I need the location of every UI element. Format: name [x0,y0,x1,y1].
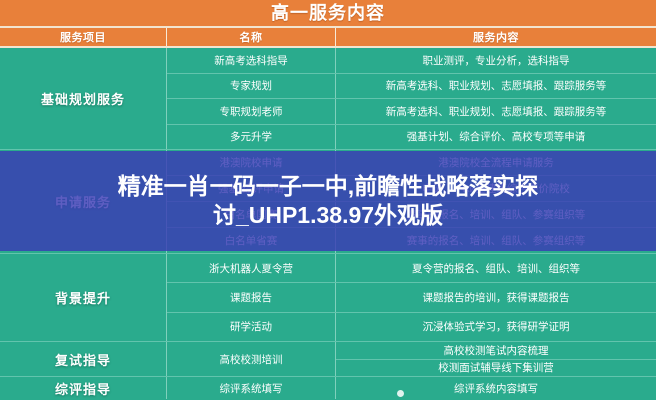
table-row: 港澳院校申请 港澳院校全流程申请服务 [167,150,656,176]
group-label: 申请服务 [0,150,167,253]
table-group-application-service: 申请服务 港澳院校申请 港澳院校全流程申请服务 强基/综评申请 申请、ички基… [0,150,656,254]
group-label: 综评指导 [0,377,167,399]
title-divider [0,26,656,28]
table-header-row: 服务项目 名称 服务内容 [0,28,656,46]
group-label: 基础规划服务 [0,48,167,149]
title-banner: 高一服务内容 [0,0,656,26]
row-name: 强基/综评申请 [167,176,336,201]
table-row: 专职规划老师 新高考选科、职业规划、志愿填报、跟踪服务等 [167,99,656,125]
row-name: 专职规划老师 [167,99,336,124]
column-header-name: 名称 [167,28,336,46]
decorative-dot [397,390,404,397]
group-label: 背景提升 [0,254,167,341]
row-name: 多元升学 [167,124,336,149]
table-group-comprehensive-review-guidance: 综评指导 综评系统填写 综评系统内容填写 [0,377,656,399]
row-desc: 综评系统内容填写 [454,382,538,395]
row-desc: 沉浸体验式学习，获得研学证明 [422,321,570,334]
row-desc: 赛事的报名、培训、组队、参赛组织等 [406,209,586,221]
row-desc: 课题报告的培训，获得课题报告 [422,291,570,304]
page-title: 高一服务内容 [271,3,385,23]
row-desc: 校测面试辅导线下集训营 [438,362,554,375]
group-rows: 新高考选科指导 职业测评，专业分析，选科指导 专家规划 新高考选科、职业规划、志… [167,48,656,149]
column-header-service-item: 服务项目 [0,28,167,46]
table-group-background-enhancement: 背景提升 浙大机器人夏令营 夏令营的报名、组队、培训、组织等 课题报告 课题报告… [0,254,656,342]
table-row: 课题报告 课题报告的培训，获得课题报告 [167,283,656,313]
table-row: 研学活动 沉浸体验式学习，获得研学证明 [167,312,656,341]
row-desc: 新高考选科、职业规划、志愿填报、跟踪服务等 [385,105,607,118]
table-group-basic-planning: 基础规划服务 新高考选科指导 职业测评，专业分析，选科指导 专家规划 新高考选科… [0,48,656,150]
table-group-retest-guidance: 复试指导 高校校测培训 高校校测笔试内容梳理 校测面试辅导线下集训营 [0,342,656,377]
row-name: 白名单省赛 [167,228,336,253]
row-name: 港澳院校申请 [167,150,336,175]
table-row: 综评系统填写 综评系统内容填写 [167,377,656,399]
row-name: 课题报告 [167,283,336,312]
row-desc: 高校校测笔试内容梳理 [336,342,656,360]
table-row: 浙大机器人夏令营 夏令营的报名、组队、培训、组织等 [167,254,656,284]
row-name: 综评系统填写 [167,377,336,399]
row-desc: 港澳院校全流程申请服务 [438,157,554,169]
table-body: 基础规划服务 新高考选科指导 职业测评，专业分析，选科指导 专家规划 新高考选科… [0,48,656,400]
row-desc: 新高考选科、职业规划、志愿填报、跟踪服务等 [385,80,607,93]
row-desc-group: 高校校测笔试内容梳理 校测面试辅导线下集训营 [336,342,656,376]
group-rows: 港澳院校申请 港澳院校全流程申请服务 强基/综评申请 申请、ички基建筑综合评… [167,150,656,253]
table-row: 强基/综评申请 申请、ички基建筑综合评价院校 [167,176,656,202]
group-rows: 综评系统填写 综评系统内容填写 [167,377,656,399]
row-desc: 赛事的报名、培训、组队、参赛组织等 [406,235,586,247]
group-rows: 高校校测培训 高校校测笔试内容梳理 校测面试辅导线下集训营 [167,342,656,376]
table-row: 白名单省赛 赛事的报名、培训、组队、参赛组织等 [167,228,656,253]
table-row: 专家规划 新高考选科、职业规划、志愿填报、跟踪服务等 [167,73,656,99]
row-desc: 强基计划、综合评价、高校专项等申请 [406,131,586,144]
row-desc: 夏令营的报名、组队、培训、组织等 [412,262,580,275]
header-divider [0,46,656,48]
row-name: 新高考选科指导 [167,48,336,73]
row-name: 高校校测培训 [167,342,336,376]
row-name: 专家规划 [167,73,336,98]
row-name: 研学活动 [167,312,336,341]
table-row: 高校校测培训 高校校测笔试内容梳理 校测面试辅导线下集训营 [167,342,656,376]
table-row: 新高考选科指导 职业测评，专业分析，选科指导 [167,48,656,74]
column-header-service-content: 服务内容 [473,32,519,44]
table-row: 多元升学 强基计划、综合评价、高校专项等申请 [167,124,656,149]
row-name: 白名单国赛 [167,202,336,227]
row-name: 浙大机器人夏令营 [167,254,336,283]
group-rows: 浙大机器人夏令营 夏令营的报名、组队、培训、组织等 课题报告 课题报告的培训，获… [167,254,656,341]
group-label: 复试指导 [0,342,167,376]
row-desc: 申请、ички基建筑综合评价院校 [422,183,570,195]
row-desc: 职业测评，专业分析，选科指导 [422,54,570,67]
table-row: 白名单国赛 赛事的报名、培训、组队、参赛组织等 [167,202,656,228]
